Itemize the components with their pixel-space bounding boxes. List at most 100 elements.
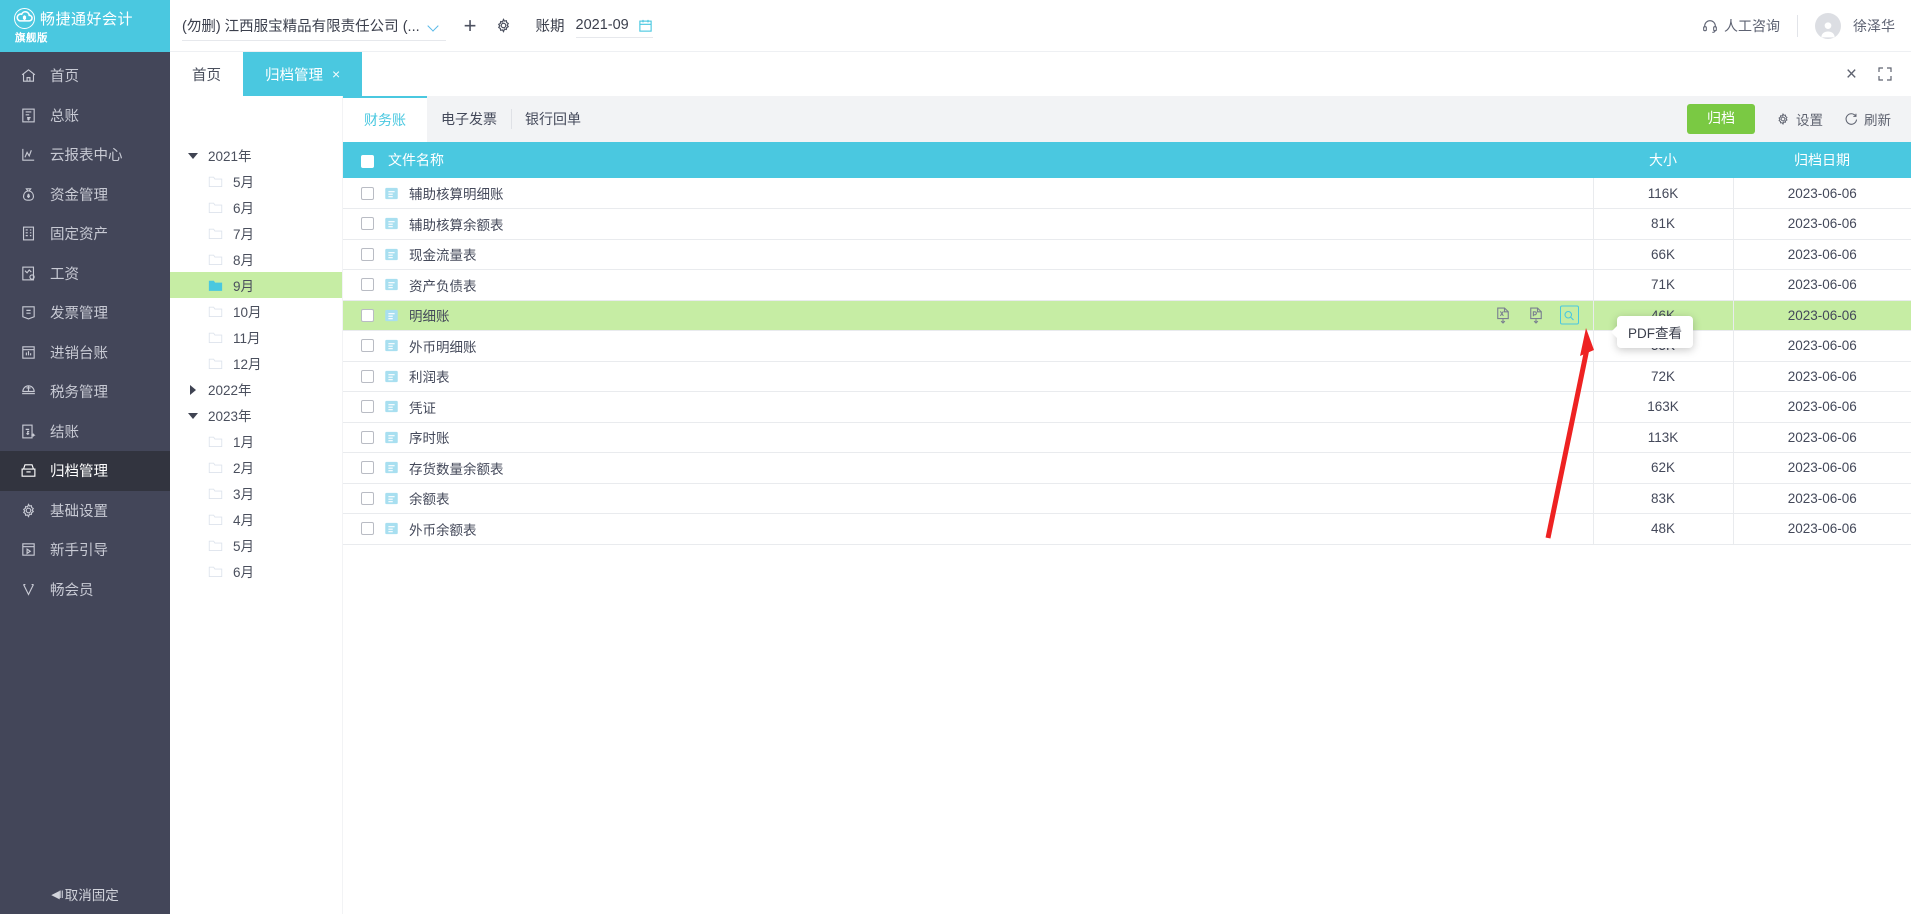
company-selector[interactable]: (勿删) 江西服宝精品有限责任公司 (... — [182, 11, 446, 41]
row-checkbox[interactable] — [361, 461, 374, 475]
tree-node-label: 7月 — [233, 227, 255, 242]
annotation-arrow — [1545, 328, 1594, 539]
user-menu[interactable]: 徐泽华 — [1815, 12, 1895, 39]
tree-node-month[interactable]: 6月 — [170, 194, 342, 220]
file-icon — [385, 248, 398, 260]
refresh-button[interactable]: 刷新 — [1844, 109, 1891, 129]
page-tab-strip: 首页 归档管理 × × — [170, 52, 1911, 96]
file-icon — [385, 431, 398, 443]
filename-label: 外币明细账 — [409, 339, 477, 355]
caret-right-icon[interactable] — [188, 384, 197, 395]
tab-bank-receipt[interactable]: 银行回单 — [511, 96, 595, 142]
row-checkbox[interactable] — [361, 308, 374, 322]
page-tab-home[interactable]: 首页 — [170, 52, 243, 96]
table-row[interactable]: 余额表 83K 2023-06-06 — [343, 483, 1911, 514]
tree-node-month[interactable]: 11月 — [170, 324, 342, 350]
row-checkbox[interactable] — [361, 247, 374, 261]
cell-date: 2023-06-06 — [1732, 391, 1911, 423]
sidebar-item-label: 发票管理 — [50, 306, 108, 323]
tree-node-month[interactable]: 4月 — [170, 506, 342, 532]
tree-node-year[interactable]: 2022年 — [170, 376, 342, 402]
period-value: 2021-09 — [575, 17, 629, 33]
column-header-filename: 文件名称 — [343, 142, 1593, 178]
sidebar-item-basic-settings[interactable]: 基础设置 — [0, 491, 170, 531]
tree-node-year[interactable]: 2023年 — [170, 402, 342, 428]
cell-date: 2023-06-06 — [1732, 513, 1911, 545]
tree-node-month[interactable]: 8月 — [170, 246, 342, 272]
tab-e-invoice[interactable]: 电子发票 — [427, 96, 511, 142]
caret-down-icon[interactable] — [188, 411, 198, 420]
sidebar-item-settlement[interactable]: 结账 — [0, 412, 170, 452]
settings-button[interactable]: 设置 — [1776, 109, 1823, 129]
row-checkbox[interactable] — [361, 491, 374, 505]
filename-wrapper: 外币余额表 — [361, 519, 1593, 539]
tree-node-month[interactable]: 5月 — [170, 532, 342, 558]
sidebar-item-beginner-guide[interactable]: 新手引导 — [0, 530, 170, 570]
row-checkbox[interactable] — [361, 339, 374, 353]
pdf-download-icon[interactable] — [1527, 306, 1545, 324]
table-row[interactable]: 外币明细账 55K 2023-06-06 — [343, 330, 1911, 362]
select-all-checkbox[interactable] — [361, 154, 374, 168]
tab-financial-books[interactable]: 财务账 — [343, 96, 427, 142]
row-checkbox[interactable] — [361, 369, 374, 383]
pdf-preview-icon[interactable] — [1559, 305, 1579, 325]
sidebar-item-cloud-reports[interactable]: 云报表中心 — [0, 135, 170, 175]
table-row[interactable]: 外币余额表 48K 2023-06-06 — [343, 513, 1911, 545]
table-row[interactable]: 现金流量表 66K 2023-06-06 — [343, 239, 1911, 270]
excel-download-icon[interactable] — [1494, 306, 1512, 324]
sidebar-item-fund-management[interactable]: 资金管理 — [0, 175, 170, 215]
header-divider — [1797, 14, 1798, 37]
row-checkbox[interactable] — [361, 430, 374, 444]
tree-node-month[interactable]: 10月 — [170, 298, 342, 324]
add-company-button[interactable]: + — [463, 12, 477, 38]
table-row[interactable]: 辅助核算余额表 81K 2023-06-06 — [343, 208, 1911, 240]
header-gear-button[interactable] — [495, 17, 512, 34]
calendar-icon — [639, 19, 652, 32]
fullscreen-icon[interactable] — [1877, 66, 1893, 82]
sidebar-item-invoice-management[interactable]: 发票管理 — [0, 293, 170, 333]
close-icon[interactable]: × — [332, 66, 341, 82]
row-checkbox[interactable] — [361, 217, 374, 231]
table-row[interactable]: 利润表 72K 2023-06-06 — [343, 361, 1911, 392]
sidebar-item-label: 资金管理 — [50, 187, 108, 204]
settings-label: 设置 — [1796, 113, 1823, 128]
cell-date: 2023-06-06 — [1732, 208, 1911, 240]
close-icon[interactable]: × — [1845, 63, 1857, 85]
period-picker[interactable]: 2021-09 — [575, 13, 653, 38]
page-tab-archive-management[interactable]: 归档管理 × — [243, 52, 363, 96]
sidebar-item-archive-management[interactable]: 归档管理 — [0, 451, 170, 491]
tree-node-month[interactable]: 3月 — [170, 480, 342, 506]
table-row-hovered[interactable]: 明细账 46K 2 — [343, 300, 1911, 331]
sidebar-item-payroll[interactable]: 工资 — [0, 254, 170, 294]
page-tab-label: 归档管理 — [265, 67, 323, 84]
tree-node-month[interactable]: 1月 — [170, 428, 342, 454]
collapse-sidebar-button[interactable]: ◀II 取消固定 — [0, 874, 170, 914]
row-checkbox[interactable] — [361, 186, 374, 200]
caret-down-icon[interactable] — [188, 151, 198, 160]
table-row[interactable]: 序时账 113K 2023-06-06 — [343, 422, 1911, 453]
folder-icon — [208, 254, 223, 265]
sidebar-item-home[interactable]: 首页 — [0, 56, 170, 96]
tree-node-month[interactable]: 2月 — [170, 454, 342, 480]
tree-node-year[interactable]: 2021年 — [170, 142, 342, 168]
archive-button[interactable]: 归档 — [1687, 104, 1755, 134]
sidebar-item-vip-member[interactable]: 畅会员 — [0, 570, 170, 610]
tree-node-month-selected[interactable]: 9月 — [170, 272, 342, 298]
table-row[interactable]: 存货数量余额表 62K 2023-06-06 — [343, 452, 1911, 484]
table-row[interactable]: 辅助核算明细账 116K 2023-06-06 — [343, 178, 1911, 209]
row-checkbox[interactable] — [361, 522, 374, 536]
sidebar-item-fixed-assets[interactable]: 固定资产 — [0, 214, 170, 254]
support-button[interactable]: 人工咨询 — [1702, 16, 1780, 36]
tree-node-month[interactable]: 12月 — [170, 350, 342, 376]
sidebar-item-tax-management[interactable]: 税务管理 — [0, 372, 170, 412]
table-row[interactable]: 资产负债表 71K 2023-06-06 — [343, 269, 1911, 301]
table-row[interactable]: 凭证 163K 2023-06-06 — [343, 391, 1911, 423]
row-checkbox[interactable] — [361, 400, 374, 414]
row-checkbox[interactable] — [361, 278, 374, 292]
sidebar-item-stock-ledger[interactable]: 进销台账 — [0, 333, 170, 373]
sidebar-item-general-ledger[interactable]: 总账 — [0, 96, 170, 136]
tree-node-month[interactable]: 7月 — [170, 220, 342, 246]
tree-node-month[interactable]: 6月 — [170, 558, 342, 584]
tree-node-label: 2021年 — [208, 149, 252, 164]
tree-node-month[interactable]: 5月 — [170, 168, 342, 194]
